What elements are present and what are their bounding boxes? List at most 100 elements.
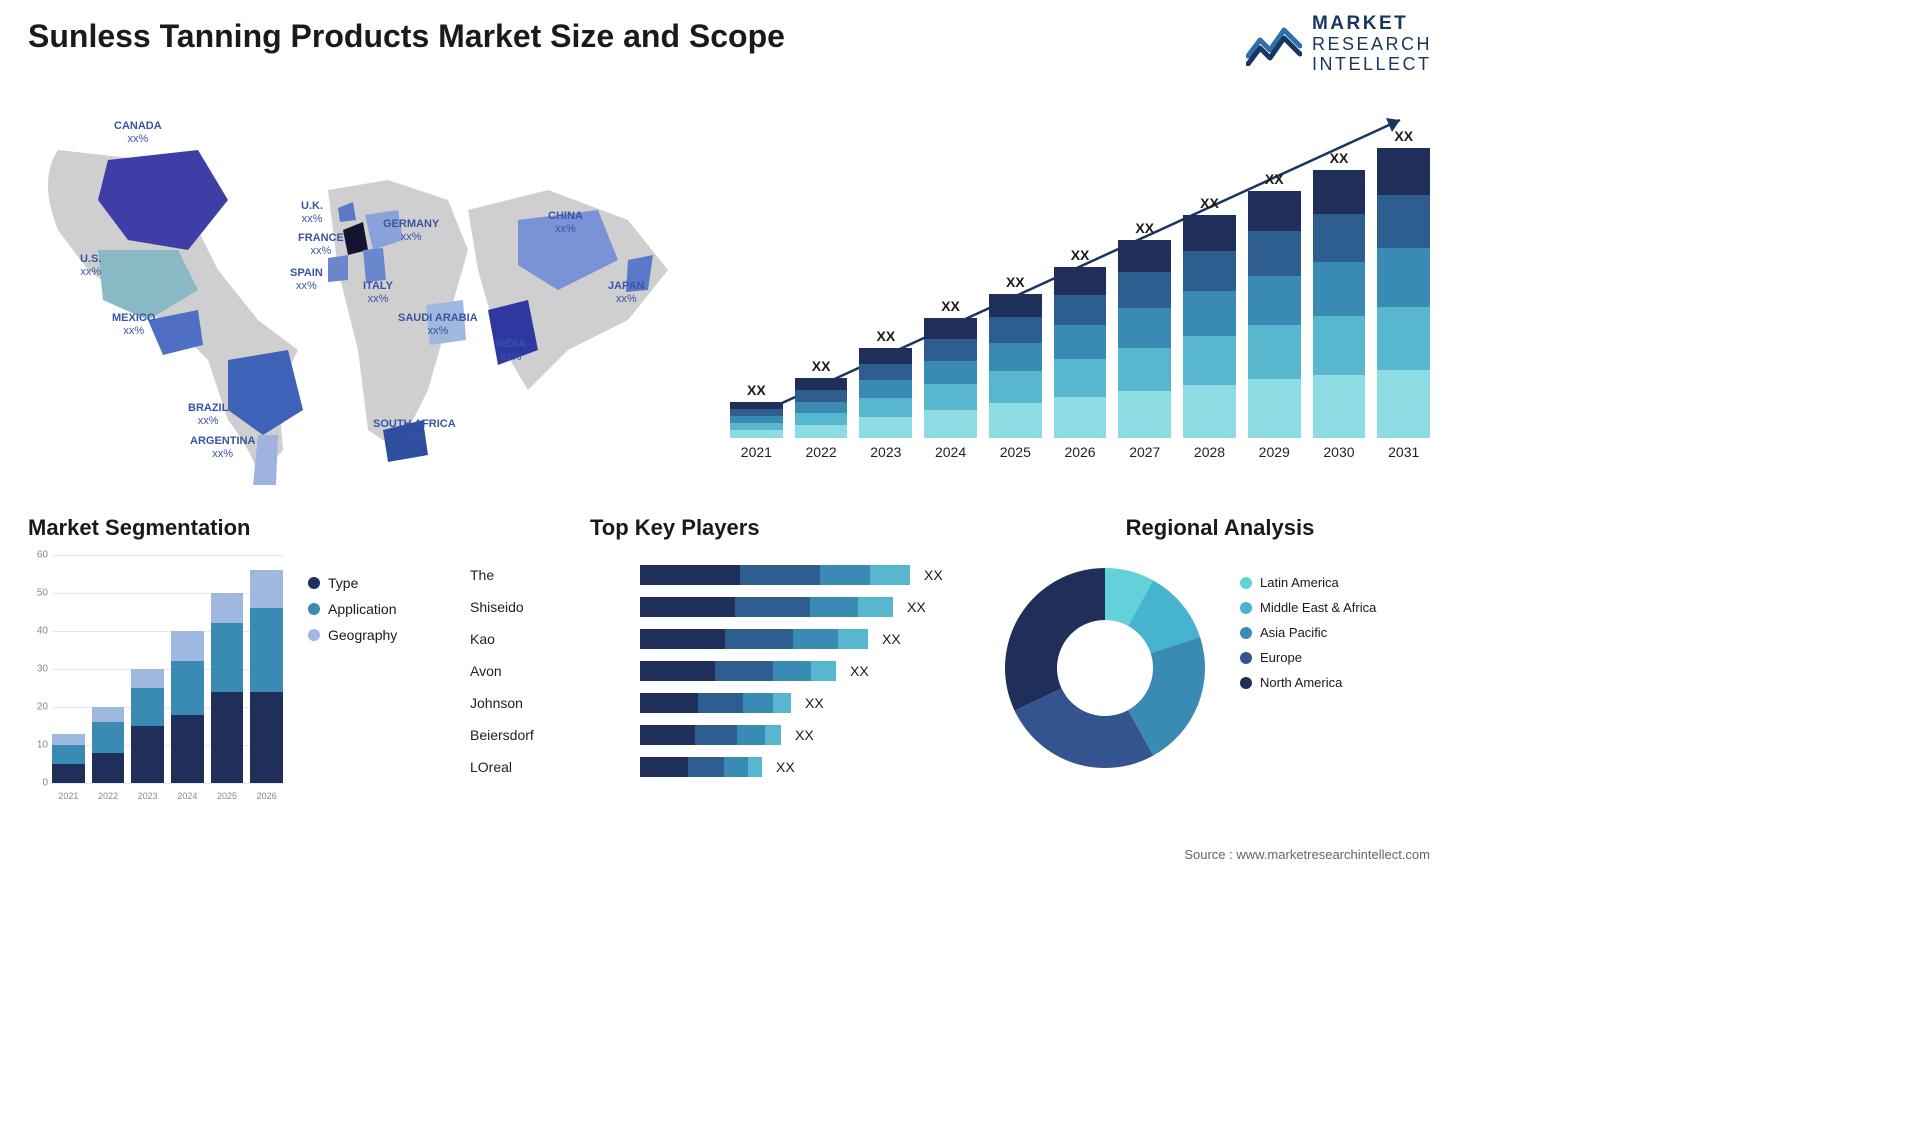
logo-text-3: INTELLECT [1312,55,1432,75]
seg-bar-segment [92,753,125,783]
legend-item: Latin America [1240,575,1376,590]
x-axis-label: 2030 [1313,444,1366,460]
bar-segment [989,294,1042,317]
bar-segment [1377,148,1430,195]
seg-bar [250,570,283,783]
player-bar: XX [640,655,950,687]
seg-bar-segment [211,623,244,691]
seg-bar [171,631,204,783]
bar-segment [1377,307,1430,370]
bar-segment [1248,325,1301,379]
map-country-label: CHINAxx% [548,210,583,236]
bar-value-label: XX [1394,128,1413,144]
map-country-label: BRAZILxx% [188,402,228,428]
bar-segment [795,402,848,414]
player-bar: XX [640,623,950,655]
x-axis-label: 2027 [1118,444,1171,460]
x-axis-label: 2023 [131,791,164,801]
x-axis-label: 2026 [1054,444,1107,460]
map-country-label: JAPANxx% [608,280,644,306]
player-bar: XX [640,591,950,623]
bar-segment [795,413,848,425]
bar-segment [1313,316,1366,375]
map-country-label: U.S.xx% [80,253,101,279]
player-value-label: XX [924,567,943,583]
legend-label: Asia Pacific [1260,625,1327,640]
seg-bar-segment [171,631,204,661]
seg-bar-segment [250,608,283,692]
main-bar: XX [989,274,1042,438]
key-players-bars: XXXXXXXXXXXXXX [640,559,950,783]
seg-bar-segment [250,692,283,783]
bar-segment [1183,251,1236,291]
bar-value-label: XX [876,328,895,344]
player-bar-segment [737,725,765,745]
legend-swatch [1240,652,1252,664]
bar-segment [1183,291,1236,336]
player-bar-segment [640,661,715,681]
y-axis-tick: 0 [28,778,48,789]
regional-title: Regional Analysis [1000,515,1440,541]
player-bar-segment [765,725,781,745]
player-bar-segment [773,693,791,713]
map-country-label: ITALYxx% [363,280,393,306]
bar-value-label: XX [1265,171,1284,187]
bar-segment [1313,170,1366,213]
key-players-title: Top Key Players [590,515,1020,541]
seg-bar-segment [211,593,244,623]
legend-item: Application [308,601,397,617]
legend-swatch [1240,602,1252,614]
player-name: Avon [470,655,580,687]
donut-slice [1005,568,1105,711]
seg-bar [211,593,244,783]
legend-label: Application [328,601,397,617]
main-bar: XX [1313,150,1366,438]
y-axis-tick: 40 [28,626,48,637]
player-name: LOreal [470,751,580,783]
player-bar-segment [640,725,695,745]
player-bar-segment [858,597,893,617]
bar-segment [730,416,783,423]
world-map: CANADAxx%U.S.xx%MEXICOxx%BRAZILxx%ARGENT… [28,90,708,490]
x-axis-label: 2024 [171,791,204,801]
seg-bar-segment [131,669,164,688]
x-axis-label: 2025 [211,791,244,801]
player-bar-segment [688,757,724,777]
legend-swatch [308,577,320,589]
bar-segment [1118,348,1171,391]
segmentation-panel: Market Segmentation 0102030405060 202120… [28,515,558,541]
player-bar-segment [838,629,868,649]
bar-segment [730,402,783,409]
player-value-label: XX [776,759,795,775]
map-country-label: FRANCExx% [298,232,344,258]
seg-bar-segment [250,570,283,608]
seg-bar [131,669,164,783]
legend-label: Latin America [1260,575,1339,590]
bar-segment [1248,191,1301,231]
bar-value-label: XX [747,382,766,398]
segmentation-title: Market Segmentation [28,515,558,541]
map-country-label: SAUDI ARABIAxx% [398,312,478,338]
market-size-chart: XXXXXXXXXXXXXXXXXXXXXX 20212022202320242… [730,100,1430,460]
legend-label: Middle East & Africa [1260,600,1376,615]
bar-segment [1248,379,1301,438]
seg-bar-segment [171,661,204,714]
x-axis-label: 2022 [92,791,125,801]
logo-mark-icon [1246,22,1302,66]
bar-segment [989,403,1042,438]
map-country-label: SOUTH AFRICAxx% [373,418,456,444]
page-title: Sunless Tanning Products Market Size and… [28,18,785,55]
bar-segment [1313,262,1366,316]
bar-segment [989,343,1042,371]
legend-item: Europe [1240,650,1376,665]
bar-segment [730,430,783,438]
player-bar: XX [640,719,950,751]
seg-bar-segment [52,764,85,783]
x-axis-label: 2021 [52,791,85,801]
seg-bar-segment [131,688,164,726]
source-text: Source : www.marketresearchintellect.com [1184,847,1430,862]
bar-value-label: XX [1200,195,1219,211]
map-country-label: SPAINxx% [290,267,323,293]
legend-item: Geography [308,627,397,643]
player-bar-segment [715,661,773,681]
